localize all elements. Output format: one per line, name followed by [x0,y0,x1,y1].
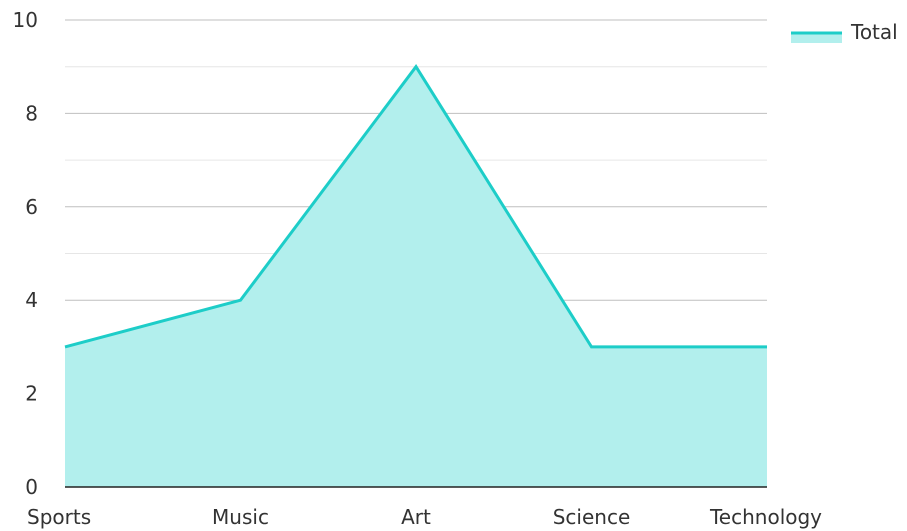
legend-swatch-total [791,32,842,43]
legend-label-total: Total [850,20,898,44]
series-line-total [64,64,767,349]
y-tick-label: 8 [25,101,38,125]
y-tick-label: 10 [13,8,38,32]
y-axis-ticks: 0 2 4 6 8 10 [13,8,38,499]
x-tick-label: Art [401,505,431,529]
x-tick-label: Music [212,505,269,529]
y-tick-label: 0 [25,475,38,499]
x-tick-label: Sports [27,505,91,529]
y-tick-label: 2 [25,382,38,406]
x-axis-ticks: Sports Music Art Science Technology [27,505,822,529]
x-tick-label: Technology [709,505,822,529]
legend: Total [791,20,898,44]
y-tick-label: 4 [25,288,38,312]
x-tick-label: Science [553,505,631,529]
y-tick-label: 6 [25,195,38,219]
series-area-total [65,66,767,487]
